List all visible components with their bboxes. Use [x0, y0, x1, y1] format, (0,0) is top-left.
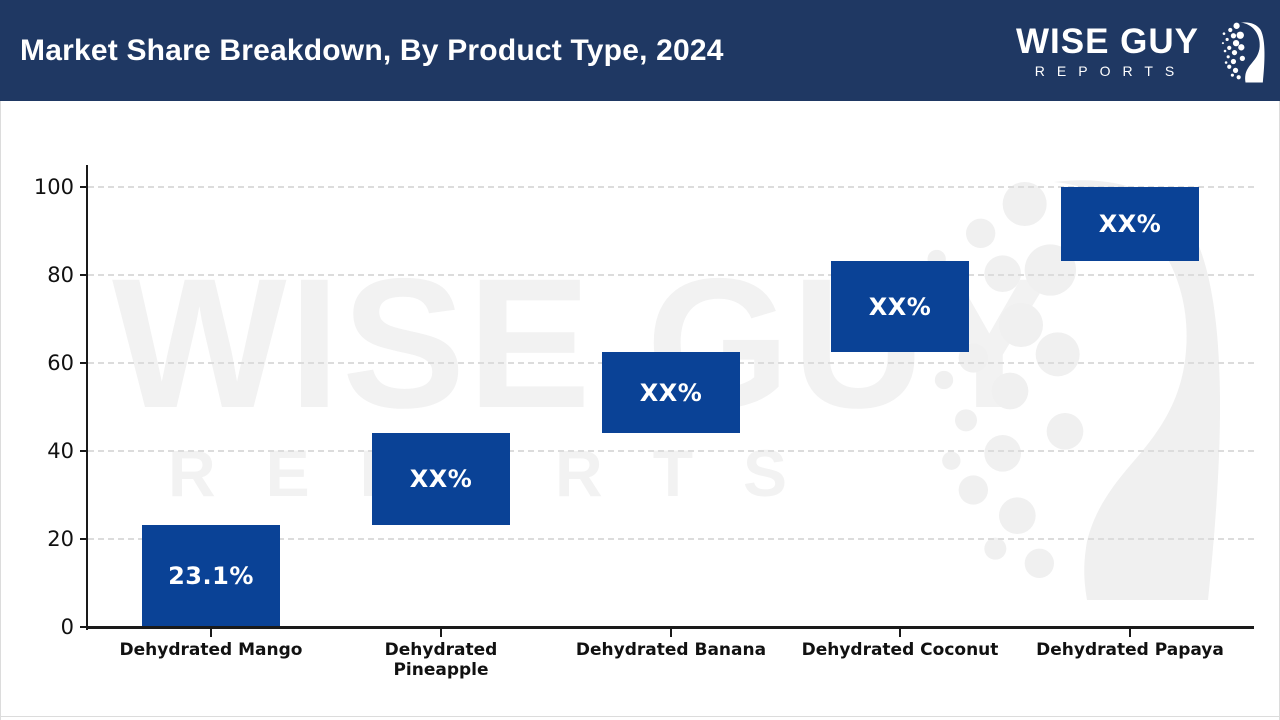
y-tick-mark-20: [80, 537, 88, 540]
y-tick-mark-40: [80, 449, 88, 452]
bar-segment-0: 23.1%: [142, 525, 280, 627]
y-tick-mark-60: [80, 361, 88, 364]
header-band: Market Share Breakdown, By Product Type,…: [0, 0, 1280, 101]
bar-segment-4: XX%: [1061, 186, 1199, 262]
page-title: Market Share Breakdown, By Product Type,…: [20, 33, 724, 67]
x-tick-mark-4: [1129, 629, 1131, 637]
y-tick-label-40: 40: [47, 438, 74, 463]
logo-face-icon: [1221, 22, 1265, 83]
y-tick-label-80: 80: [47, 262, 74, 287]
y-tick-label-20: 20: [47, 526, 74, 551]
bar-segment-1: XX%: [372, 433, 510, 526]
bar-value-label-3: XX%: [868, 292, 932, 321]
bottom-border: [0, 716, 1280, 717]
x-tick-mark-3: [899, 629, 901, 637]
y-tick-label-60: 60: [47, 350, 74, 375]
y-tick-mark-100: [80, 185, 88, 188]
gridline-20: [88, 537, 1254, 540]
gridline-80: [88, 273, 1254, 276]
bar-value-label-1: XX%: [409, 465, 473, 494]
bar-value-label-2: XX%: [639, 378, 703, 407]
gridline-100: [88, 185, 1254, 188]
y-axis-line: [86, 165, 88, 630]
logo-wiseguy-label: WISE GUY: [1016, 21, 1200, 61]
category-label-0: Dehydrated Mango: [119, 640, 303, 660]
x-tick-mark-2: [670, 629, 672, 637]
bar-value-label-4: XX%: [1098, 209, 1162, 238]
x-tick-mark-1: [440, 629, 442, 637]
y-tick-mark-80: [80, 273, 88, 276]
category-label-4: Dehydrated Papaya: [1036, 640, 1224, 660]
bar-segment-2: XX%: [602, 352, 740, 434]
wise-guy-logo: WISE GUY REPORTS: [1016, 8, 1266, 94]
y-tick-label-100: 100: [33, 174, 74, 199]
left-border: [0, 101, 1, 720]
logo-reports-label: REPORTS: [1034, 62, 1187, 79]
y-tick-label-0: 0: [60, 615, 74, 639]
y-tick-mark-0: [80, 626, 88, 628]
x-tick-mark-0: [210, 629, 212, 637]
gridline-40: [88, 449, 1254, 452]
bar-segment-3: XX%: [831, 261, 969, 353]
category-label-3: Dehydrated Coconut: [801, 640, 999, 660]
category-label-1: Dehydrated Pineapple: [384, 640, 498, 681]
category-label-2: Dehydrated Banana: [575, 640, 767, 660]
logo-text: WISE GUY REPORTS: [1016, 24, 1199, 79]
bar-value-label-0: 23.1%: [168, 562, 254, 591]
x-axis-line: [86, 626, 1254, 629]
